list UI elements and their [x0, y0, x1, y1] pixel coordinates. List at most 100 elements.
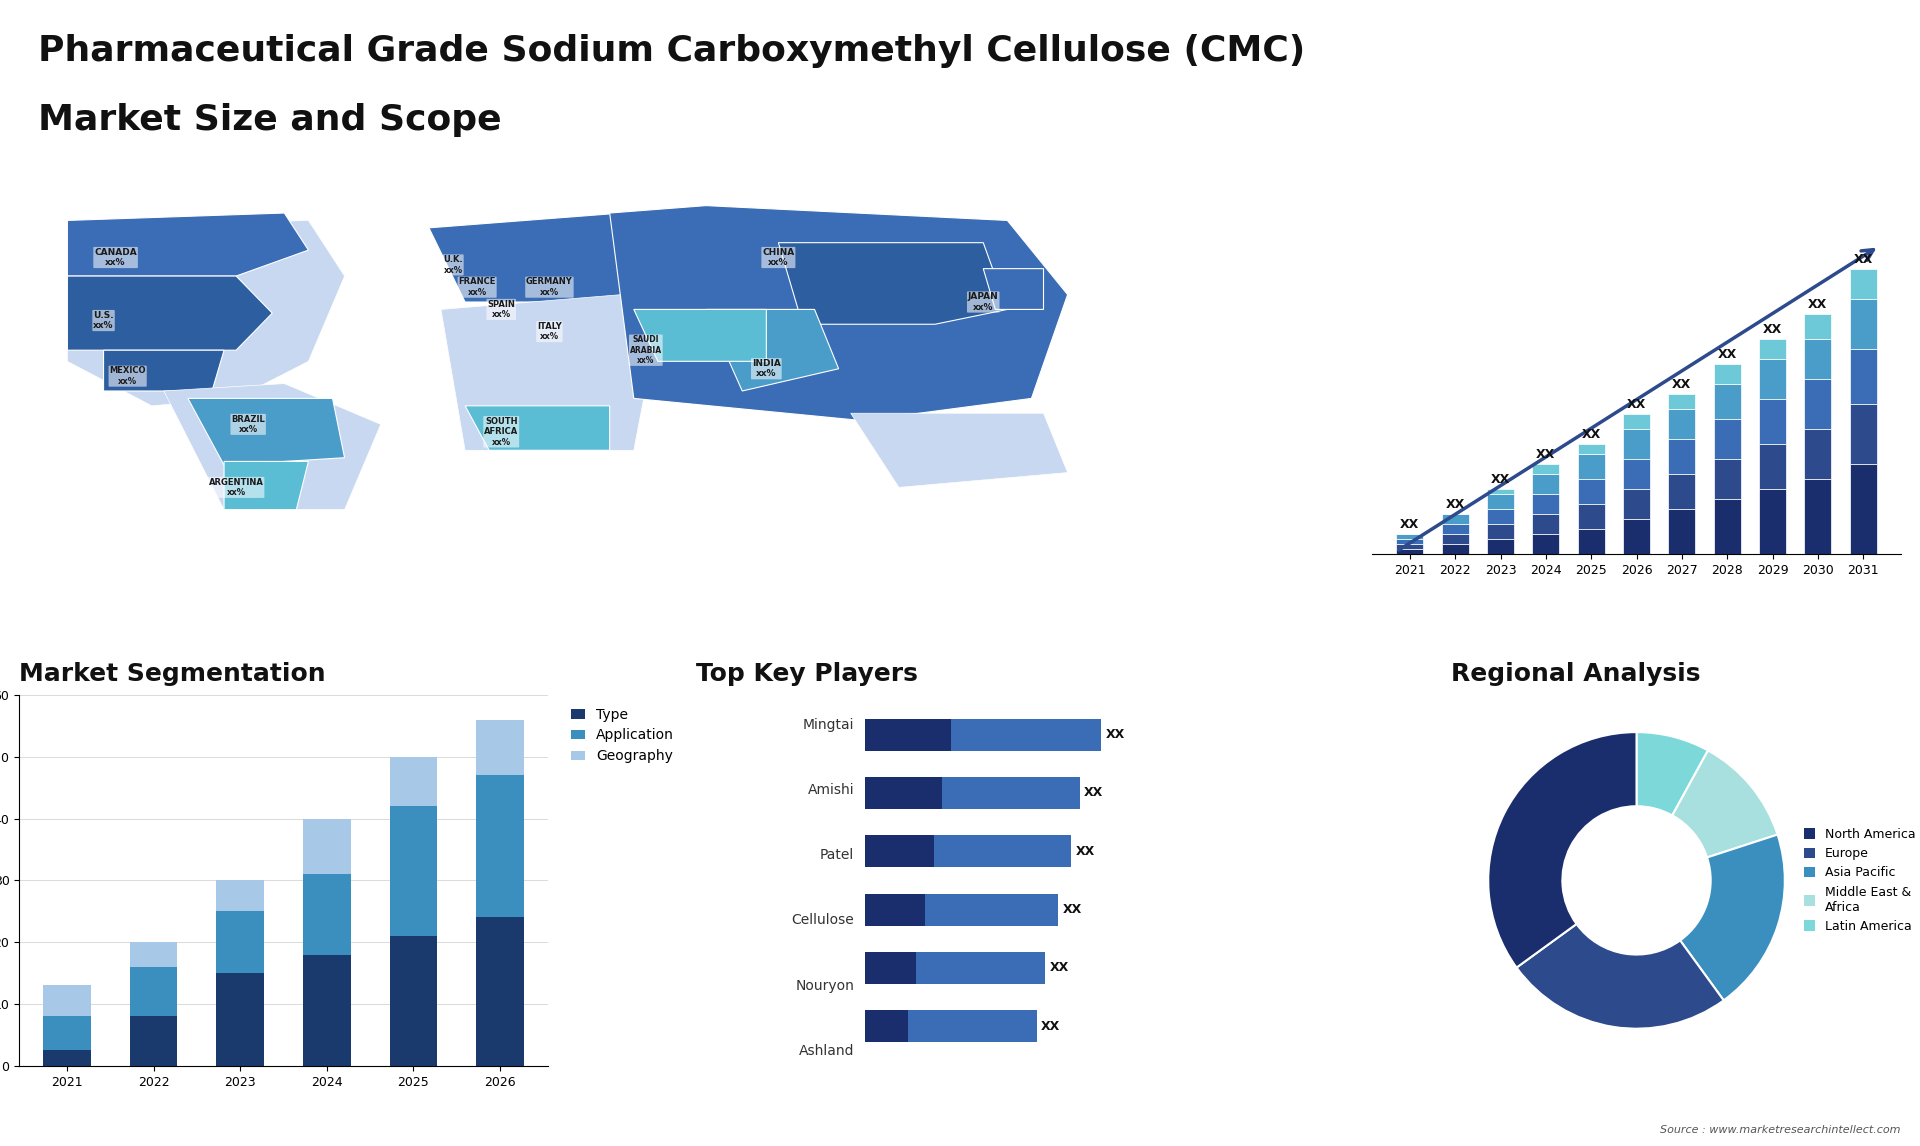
- Polygon shape: [1636, 52, 1801, 127]
- Bar: [1759, 339, 1786, 359]
- Text: XX: XX: [1582, 429, 1601, 441]
- Text: Patel: Patel: [820, 848, 854, 862]
- Bar: [44, 1051, 90, 1066]
- Bar: [1532, 494, 1559, 515]
- Text: MEXICO
xx%: MEXICO xx%: [109, 367, 146, 386]
- Text: RESEARCH: RESEARCH: [1709, 155, 1766, 164]
- Bar: [1805, 379, 1832, 429]
- Text: XX: XX: [1718, 348, 1738, 361]
- Wedge shape: [1636, 732, 1709, 816]
- Bar: [1759, 359, 1786, 399]
- Text: CANADA
xx%: CANADA xx%: [94, 248, 136, 267]
- Bar: [44, 1017, 90, 1051]
- Bar: [476, 776, 524, 918]
- Text: XX: XX: [1763, 323, 1782, 336]
- Text: SAUDI
ARABIA
xx%: SAUDI ARABIA xx%: [630, 336, 662, 366]
- Bar: [1668, 474, 1695, 509]
- Polygon shape: [983, 268, 1043, 309]
- Text: Market Size and Scope: Market Size and Scope: [38, 103, 501, 138]
- Text: U.S.
xx%: U.S. xx%: [94, 311, 113, 330]
- Text: Nouryon: Nouryon: [795, 979, 854, 992]
- Bar: [1578, 454, 1605, 479]
- Legend: North America, Europe, Asia Pacific, Middle East &
Africa, Latin America: North America, Europe, Asia Pacific, Mid…: [1799, 823, 1920, 937]
- Bar: [1486, 539, 1515, 555]
- Text: Market Segmentation: Market Segmentation: [19, 662, 326, 686]
- Bar: [1396, 539, 1423, 544]
- Text: INDIA
xx%: INDIA xx%: [753, 359, 781, 378]
- Bar: [1805, 314, 1832, 339]
- Bar: [1622, 429, 1649, 460]
- Text: Regional Analysis: Regional Analysis: [1452, 662, 1701, 686]
- Bar: [303, 874, 351, 955]
- Bar: [1578, 444, 1605, 454]
- Bar: [1805, 339, 1832, 379]
- Bar: [390, 756, 438, 807]
- Text: Ashland: Ashland: [799, 1044, 854, 1058]
- Bar: [1578, 479, 1605, 504]
- Text: XX: XX: [1809, 298, 1828, 311]
- Polygon shape: [465, 406, 611, 450]
- Bar: [1622, 489, 1649, 519]
- Text: SOUTH
AFRICA
xx%: SOUTH AFRICA xx%: [484, 417, 518, 447]
- Bar: [1486, 509, 1515, 524]
- Bar: [1713, 419, 1741, 460]
- Text: Pharmaceutical Grade Sodium Carboxymethyl Cellulose (CMC): Pharmaceutical Grade Sodium Carboxymethy…: [38, 34, 1306, 69]
- Text: XX: XX: [1492, 473, 1511, 486]
- Legend: Type, Application, Geography: Type, Application, Geography: [564, 702, 680, 769]
- Bar: [131, 967, 177, 1017]
- Bar: [131, 1017, 177, 1066]
- Polygon shape: [851, 414, 1068, 487]
- Bar: [476, 918, 524, 1066]
- Bar: [1442, 544, 1469, 555]
- Text: Mingtai: Mingtai: [803, 717, 854, 731]
- Text: U.K.
xx%: U.K. xx%: [444, 256, 463, 275]
- Text: XX: XX: [1536, 448, 1555, 461]
- Bar: [1668, 439, 1695, 474]
- Bar: [476, 720, 524, 776]
- Bar: [1668, 509, 1695, 555]
- Bar: [1486, 524, 1515, 539]
- Bar: [44, 986, 90, 1017]
- Bar: [217, 973, 263, 1066]
- Bar: [1849, 405, 1876, 464]
- Wedge shape: [1680, 834, 1786, 1000]
- Circle shape: [1584, 829, 1688, 933]
- Polygon shape: [707, 309, 839, 391]
- Bar: [1532, 464, 1559, 474]
- Wedge shape: [1488, 732, 1636, 967]
- Bar: [303, 818, 351, 874]
- Bar: [1622, 460, 1649, 489]
- Bar: [1759, 489, 1786, 555]
- Bar: [1578, 504, 1605, 529]
- Polygon shape: [67, 213, 309, 276]
- Text: Top Key Players: Top Key Players: [695, 662, 918, 686]
- Bar: [1759, 399, 1786, 444]
- Text: BRAZIL
xx%: BRAZIL xx%: [230, 415, 265, 434]
- Bar: [1396, 549, 1423, 555]
- Polygon shape: [778, 243, 1008, 324]
- Bar: [1532, 515, 1559, 534]
- Bar: [1622, 519, 1649, 555]
- Bar: [1578, 529, 1605, 555]
- Text: INTELLECT: INTELLECT: [1709, 168, 1766, 179]
- Bar: [131, 942, 177, 967]
- Text: XX: XX: [1626, 398, 1645, 411]
- Bar: [1805, 429, 1832, 479]
- Bar: [1713, 384, 1741, 419]
- Polygon shape: [104, 351, 225, 391]
- Text: CHINA
xx%: CHINA xx%: [762, 248, 795, 267]
- Text: MARKET: MARKET: [1715, 140, 1761, 150]
- Polygon shape: [634, 309, 766, 361]
- Wedge shape: [1517, 924, 1724, 1029]
- Wedge shape: [1672, 751, 1778, 857]
- Bar: [1532, 534, 1559, 555]
- Text: SPAIN
xx%: SPAIN xx%: [488, 300, 515, 319]
- Bar: [1396, 544, 1423, 549]
- Bar: [1849, 350, 1876, 405]
- Bar: [1713, 500, 1741, 555]
- Text: Source : www.marketresearchintellect.com: Source : www.marketresearchintellect.com: [1661, 1124, 1901, 1135]
- Polygon shape: [67, 276, 273, 351]
- Bar: [1759, 444, 1786, 489]
- Text: ARGENTINA
xx%: ARGENTINA xx%: [209, 478, 263, 497]
- Bar: [1486, 494, 1515, 509]
